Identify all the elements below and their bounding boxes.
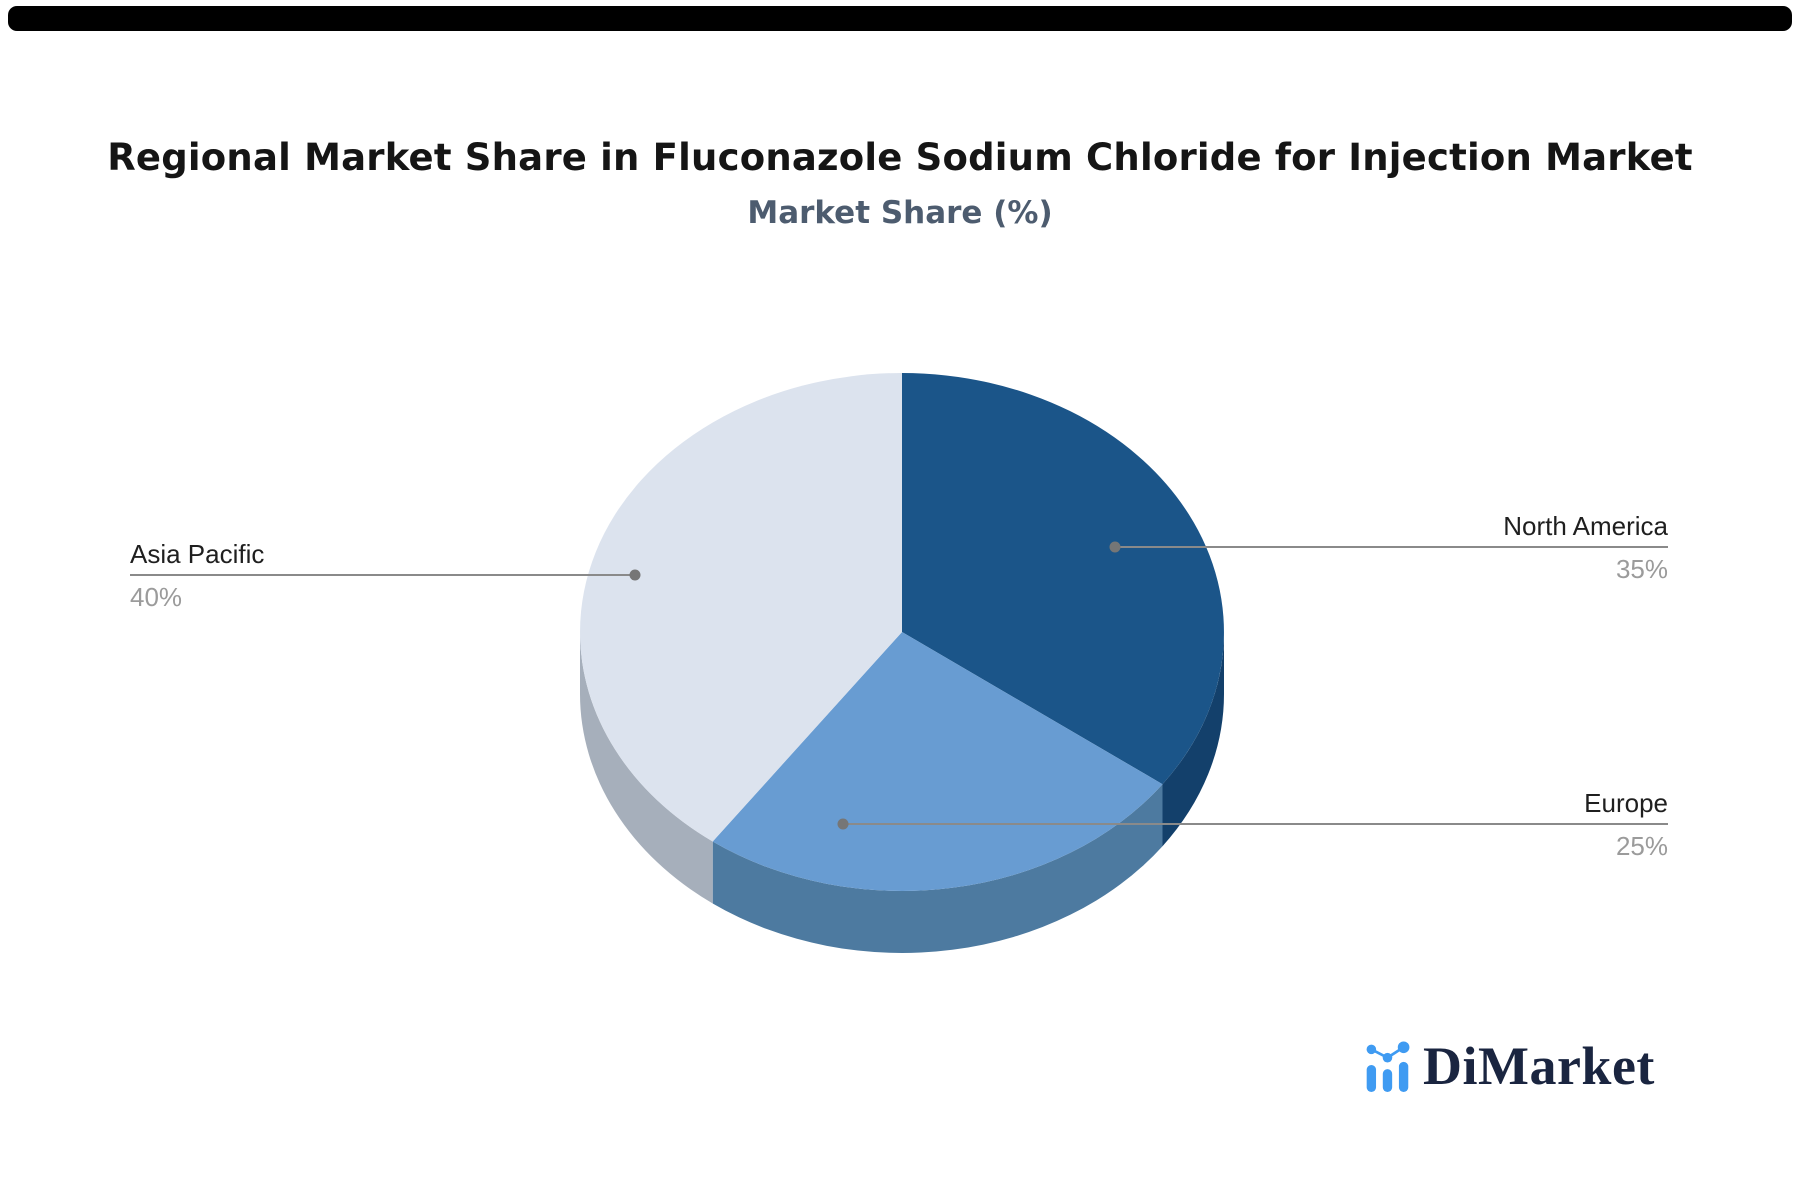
callout-value-asia-pacific: 40% xyxy=(130,582,183,612)
callout-label-north-america: North America xyxy=(1503,511,1668,541)
callout-label-asia-pacific: Asia Pacific xyxy=(130,539,265,569)
pie-3d-rims xyxy=(580,632,1224,953)
chart-title: Regional Market Share in Fluconazole Sod… xyxy=(107,136,1693,179)
pie-rim-north-america xyxy=(1162,632,1224,847)
pie-slice-north-america[interactable] xyxy=(902,373,1224,785)
leader-lines xyxy=(130,541,1668,830)
leader-dot-asia-pacific xyxy=(629,569,641,581)
chart-subtitle: Market Share (%) xyxy=(747,195,1053,231)
pie-slice-asia-pacific[interactable] xyxy=(580,373,902,842)
brand-logo: DiMarket xyxy=(1364,1036,1655,1096)
top-bar xyxy=(8,6,1792,31)
callout-value-europe: 25% xyxy=(1615,831,1668,861)
bar-chart-logo-icon xyxy=(1366,1041,1410,1092)
leader-dot-north-america xyxy=(1109,541,1121,553)
brand-logo-text: DiMarket xyxy=(1423,1036,1655,1096)
pie-rim-europe xyxy=(712,784,1163,953)
leader-dot-europe xyxy=(837,818,849,830)
pie-slice-europe[interactable] xyxy=(712,632,1163,891)
pie-slices xyxy=(580,373,1224,891)
pie-rim-asia-pacific xyxy=(580,632,713,904)
callout-label-europe: Europe xyxy=(1584,788,1668,818)
callout-value-north-america: 35% xyxy=(1615,554,1668,584)
